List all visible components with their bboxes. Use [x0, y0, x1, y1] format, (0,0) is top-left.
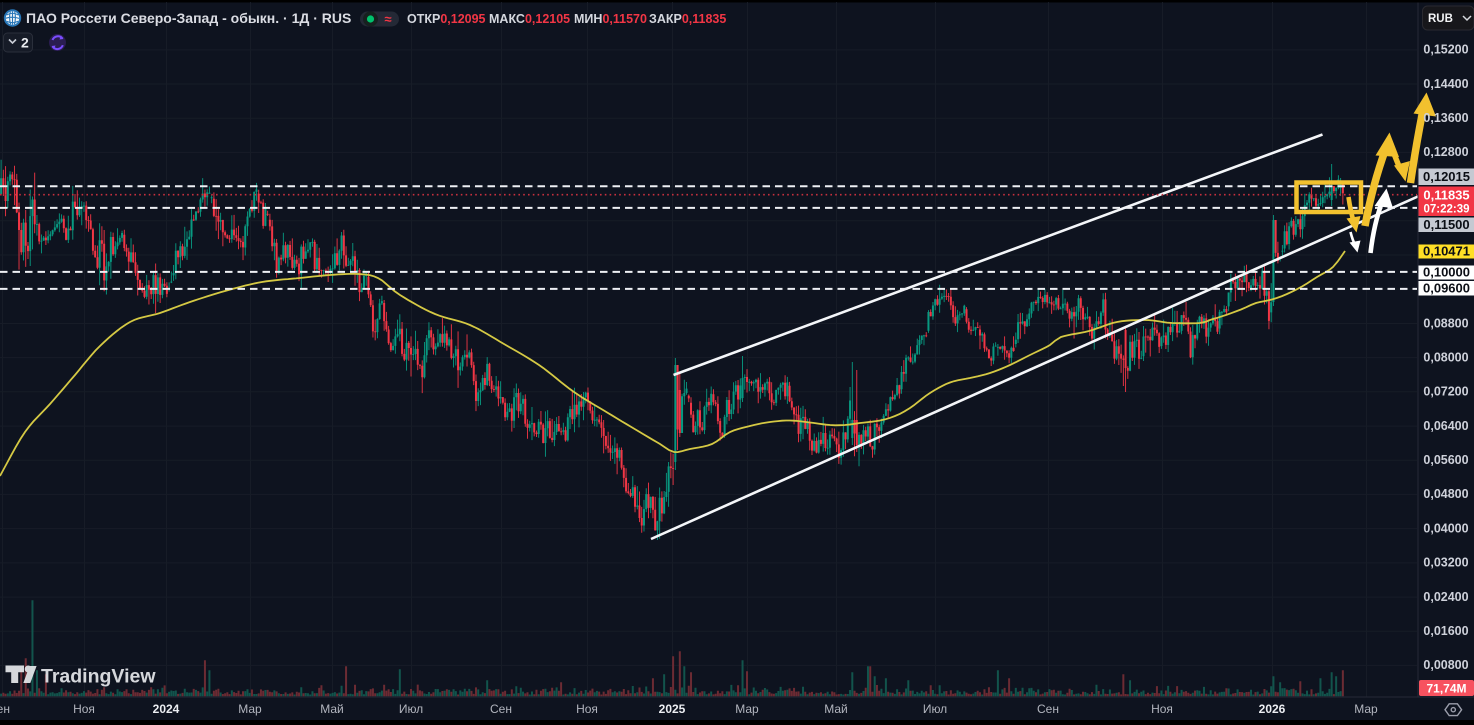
svg-text:2026: 2026 [1259, 702, 1286, 716]
svg-text:МАКС0,12105: МАКС0,12105 [489, 12, 570, 26]
svg-text:0,03200: 0,03200 [1423, 556, 1468, 570]
svg-text:Мар: Мар [238, 702, 262, 716]
svg-text:Сен: Сен [0, 702, 10, 716]
svg-text:0,11500: 0,11500 [1423, 217, 1469, 232]
svg-text:0,07200: 0,07200 [1423, 385, 1468, 399]
svg-text:Мар: Мар [1354, 702, 1378, 716]
svg-text:71,74M: 71,74M [1426, 682, 1466, 696]
svg-text:2025: 2025 [659, 702, 686, 716]
svg-text:2: 2 [21, 35, 29, 51]
svg-text:0,10471: 0,10471 [1423, 244, 1470, 259]
svg-text:Ноя: Ноя [1151, 702, 1173, 716]
svg-text:07:22:39: 07:22:39 [1423, 204, 1469, 216]
svg-text:ОТКР0,12095: ОТКР0,12095 [407, 12, 486, 26]
svg-text:Ноя: Ноя [73, 702, 95, 716]
svg-text:0,02400: 0,02400 [1423, 590, 1468, 604]
svg-text:0,13600: 0,13600 [1423, 111, 1468, 125]
svg-text:≈: ≈ [384, 12, 391, 27]
svg-text:0,14400: 0,14400 [1423, 77, 1468, 91]
svg-text:0,11835: 0,11835 [1423, 188, 1469, 203]
svg-text:0,15200: 0,15200 [1423, 43, 1468, 57]
svg-text:0,06400: 0,06400 [1423, 419, 1468, 433]
svg-text:0,01600: 0,01600 [1423, 624, 1468, 638]
svg-text:Июл: Июл [923, 702, 947, 716]
svg-text:0,08000: 0,08000 [1423, 350, 1468, 364]
svg-text:ПАО Россети Северо-Запад - обы: ПАО Россети Северо-Запад - обыкн. · 1Д ·… [26, 10, 351, 26]
svg-text:Сен: Сен [1037, 702, 1059, 716]
svg-text:0,04800: 0,04800 [1423, 487, 1468, 501]
svg-text:Июл: Июл [399, 702, 423, 716]
svg-text:0,00800: 0,00800 [1423, 658, 1468, 672]
svg-text:TradingView: TradingView [41, 666, 156, 688]
svg-text:Мар: Мар [735, 702, 759, 716]
svg-text:0,04000: 0,04000 [1423, 521, 1468, 535]
svg-text:0,12015: 0,12015 [1423, 169, 1470, 184]
svg-text:2024: 2024 [153, 702, 180, 716]
svg-text:RUB: RUB [1428, 13, 1453, 25]
svg-text:ЗАКР0,11835: ЗАКР0,11835 [649, 12, 726, 26]
svg-text:МИН0,11570: МИН0,11570 [574, 12, 647, 26]
svg-text:0,08800: 0,08800 [1423, 316, 1468, 330]
svg-text:Ноя: Ноя [576, 702, 598, 716]
svg-text:0,05600: 0,05600 [1423, 453, 1468, 467]
svg-text:Май: Май [824, 702, 848, 716]
svg-text:Сен: Сен [490, 702, 512, 716]
svg-text:0,12800: 0,12800 [1423, 145, 1468, 159]
svg-text:0,10000: 0,10000 [1423, 265, 1470, 280]
svg-text:0,09600: 0,09600 [1423, 281, 1470, 296]
svg-text:Май: Май [320, 702, 344, 716]
